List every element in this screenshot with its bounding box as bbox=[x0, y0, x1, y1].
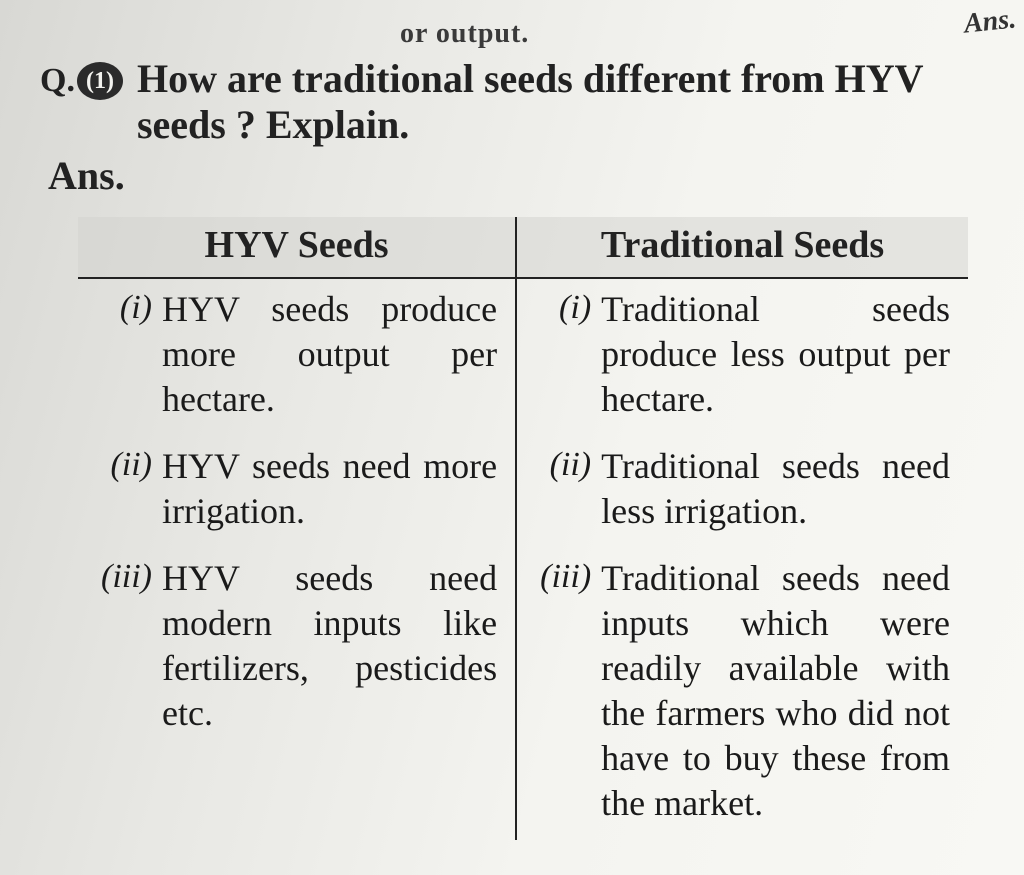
cell-text: Traditional seeds need inputs which were… bbox=[601, 556, 950, 826]
cell-right-1: (i) Traditional seeds produce less outpu… bbox=[527, 287, 950, 422]
cell-text: HYV seeds need modern inputs like fertil… bbox=[162, 556, 497, 736]
cell-text: HYV seeds produce more output per hectar… bbox=[162, 287, 497, 422]
enum-marker: (ii) bbox=[527, 444, 591, 487]
cell-right-2: (ii) Traditional seeds need less irrigat… bbox=[527, 444, 950, 534]
question-number: Q. (1) bbox=[40, 62, 123, 100]
table-header-row: HYV Seeds Traditional Seeds bbox=[78, 217, 968, 278]
question-text: How are traditional seeds different from… bbox=[137, 56, 964, 148]
cell-text: Traditional seeds produce less output pe… bbox=[601, 287, 950, 422]
cell-right-3: (iii) Traditional seeds need inputs whic… bbox=[527, 556, 950, 826]
column-header-traditional: Traditional Seeds bbox=[516, 217, 968, 278]
question-row: Q. (1) How are traditional seeds differe… bbox=[40, 56, 964, 148]
table-row: (ii) HYV seeds need more irrigation. (ii… bbox=[78, 436, 968, 548]
margin-note: Ans. bbox=[962, 3, 1017, 40]
cell-text: HYV seeds need more irrigation. bbox=[162, 444, 497, 534]
cell-left-3: (iii) HYV seeds need modern inputs like … bbox=[88, 556, 497, 736]
answer-label: Ans. bbox=[48, 152, 964, 199]
cell-text: Traditional seeds need less irrigation. bbox=[601, 444, 950, 534]
cell-left-1: (i) HYV seeds produce more output per he… bbox=[88, 287, 497, 422]
column-header-hyv: HYV Seeds bbox=[78, 217, 516, 278]
question-circle: (1) bbox=[77, 62, 123, 100]
enum-marker: (ii) bbox=[88, 444, 152, 487]
enum-marker: (i) bbox=[88, 287, 152, 330]
table-row: (i) HYV seeds produce more output per he… bbox=[78, 278, 968, 436]
comparison-table: HYV Seeds Traditional Seeds (i) HYV seed… bbox=[78, 217, 968, 840]
page: or output. Ans. Q. (1) How are tradition… bbox=[0, 0, 1024, 860]
cutoff-text-top: or output. bbox=[400, 18, 964, 50]
enum-marker: (iii) bbox=[88, 556, 152, 599]
question-letter: Q. bbox=[40, 62, 75, 100]
table-row: (iii) HYV seeds need modern inputs like … bbox=[78, 548, 968, 840]
cell-left-2: (ii) HYV seeds need more irrigation. bbox=[88, 444, 497, 534]
enum-marker: (i) bbox=[527, 287, 591, 330]
enum-marker: (iii) bbox=[527, 556, 591, 599]
